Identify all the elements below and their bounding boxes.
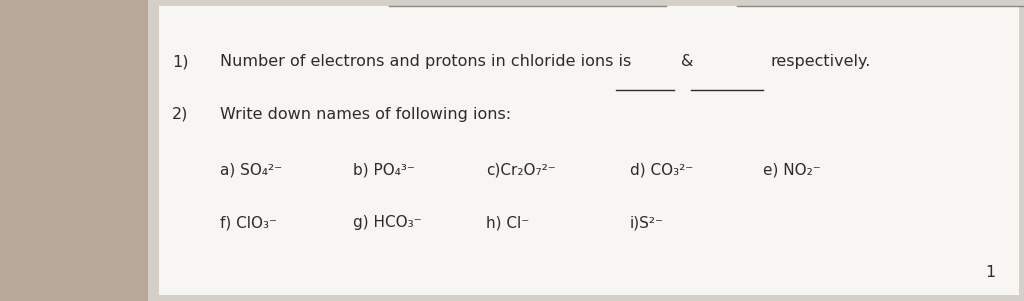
Text: a) SO₄²⁻: a) SO₄²⁻ (220, 163, 283, 178)
Text: i)S²⁻: i)S²⁻ (630, 215, 664, 230)
Text: b) PO₄³⁻: b) PO₄³⁻ (353, 163, 415, 178)
Text: Write down names of following ions:: Write down names of following ions: (220, 107, 511, 122)
Text: 1: 1 (985, 265, 995, 280)
FancyBboxPatch shape (159, 6, 1019, 295)
Text: 2): 2) (172, 107, 188, 122)
Text: c)Cr₂O₇²⁻: c)Cr₂O₇²⁻ (486, 163, 556, 178)
Text: g) HCO₃⁻: g) HCO₃⁻ (353, 215, 422, 230)
Text: d) CO₃²⁻: d) CO₃²⁻ (630, 163, 693, 178)
Text: respectively.: respectively. (770, 54, 870, 69)
Text: 1): 1) (172, 54, 188, 69)
Text: e) NO₂⁻: e) NO₂⁻ (763, 163, 820, 178)
Text: &: & (681, 54, 693, 69)
Text: h) Cl⁻: h) Cl⁻ (486, 215, 529, 230)
Text: f) ClO₃⁻: f) ClO₃⁻ (220, 215, 278, 230)
FancyBboxPatch shape (0, 0, 148, 301)
Text: Number of electrons and protons in chloride ions is: Number of electrons and protons in chlor… (220, 54, 632, 69)
